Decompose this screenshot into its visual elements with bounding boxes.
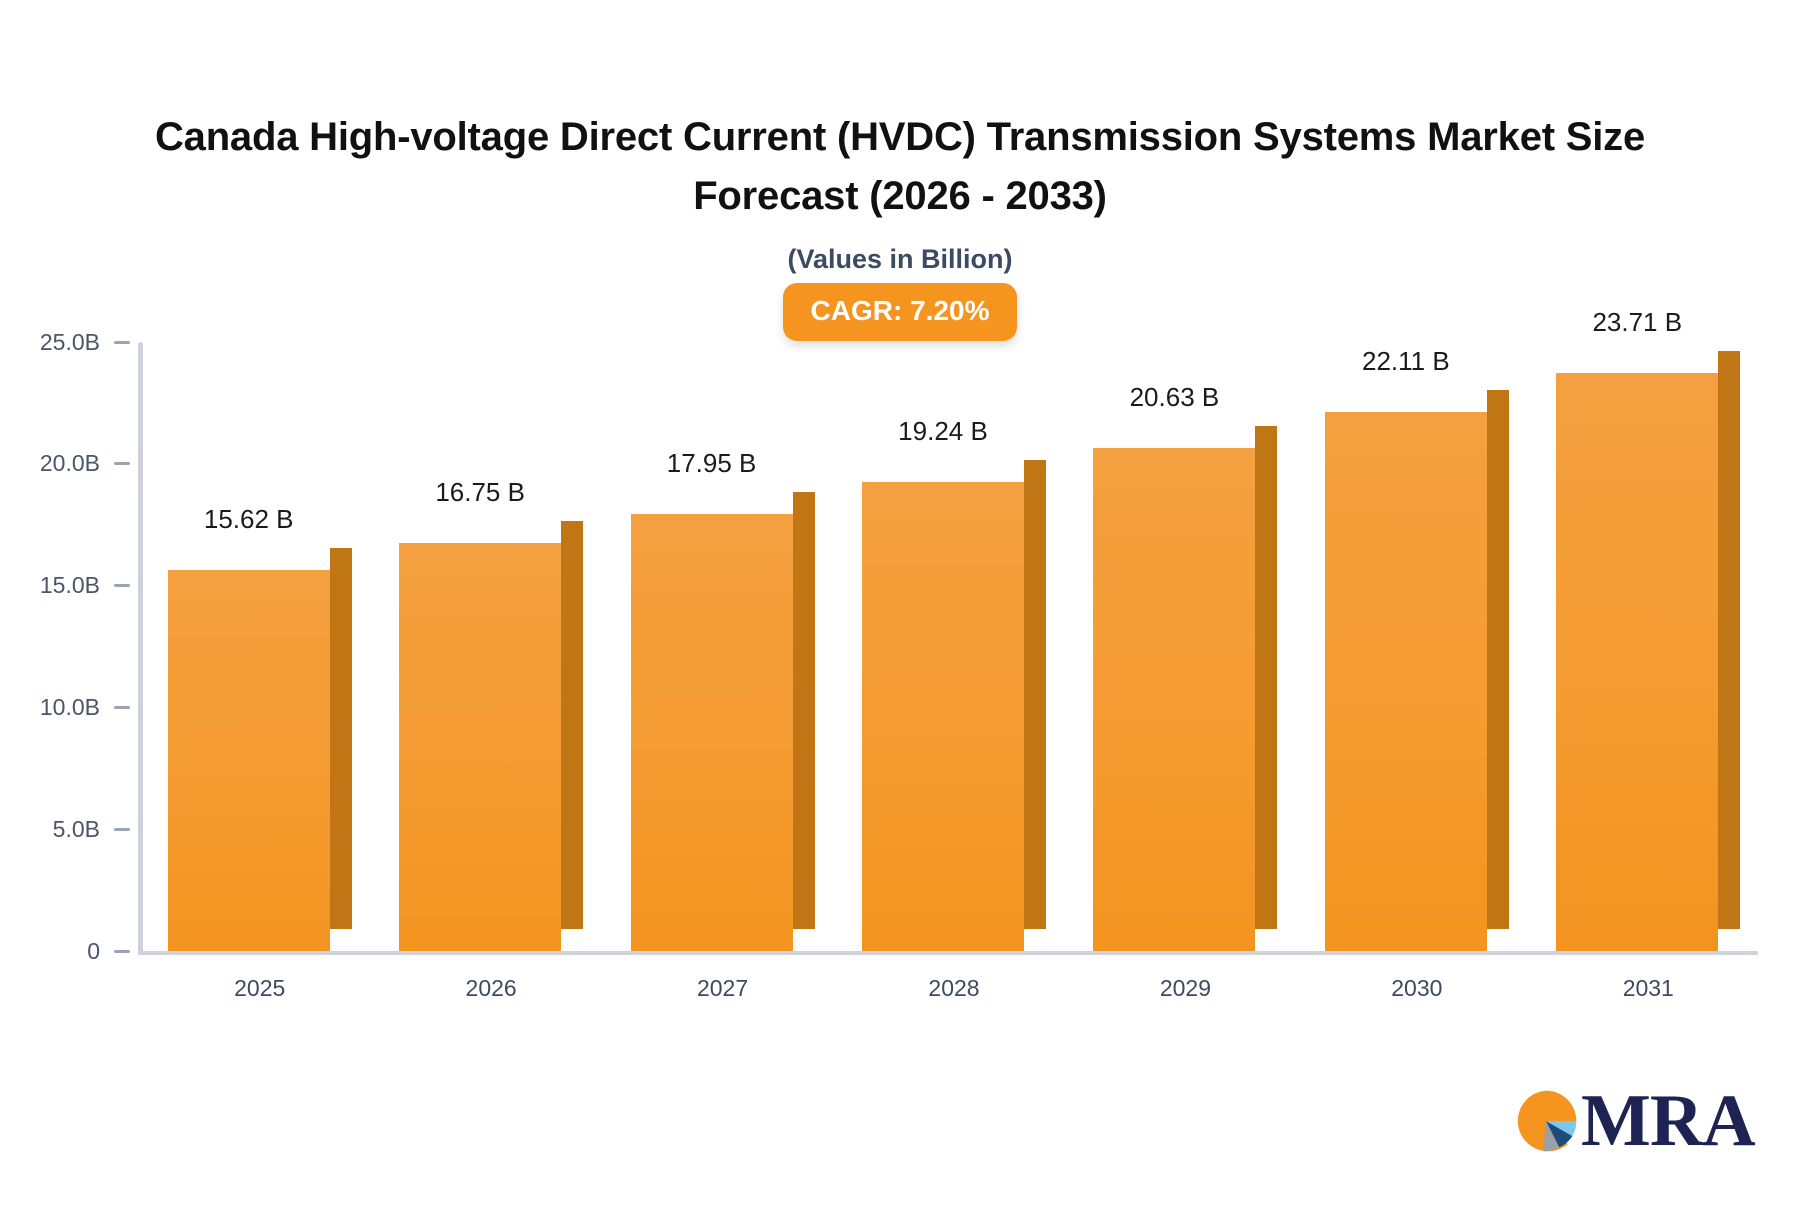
bar-front-face: [1556, 373, 1719, 951]
bar-front-face: [630, 513, 793, 951]
y-axis-tick: 10.0B: [0, 693, 130, 720]
bar-side-face: [1024, 460, 1046, 929]
y-axis-tick: 25.0B: [0, 328, 130, 355]
bar-value-label: 22.11 B: [1361, 346, 1450, 377]
bar-item[interactable]: [862, 460, 1046, 951]
bar-side-face: [792, 491, 815, 929]
x-axis-tick-label: 2026: [465, 975, 517, 1001]
bar-value-label: 19.24 B: [898, 416, 988, 447]
bar-item[interactable]: [630, 491, 815, 951]
x-axis-tick-label: 2028: [928, 975, 980, 1001]
y-axis-tick: 20.0B: [0, 450, 130, 477]
x-axis-line: [138, 951, 1758, 955]
bar-item[interactable]: [1093, 426, 1278, 951]
bar-front-face: [1324, 412, 1487, 951]
x-axis-tick-label: 2030: [1391, 975, 1443, 1001]
bar-item[interactable]: [399, 520, 584, 951]
bar-item[interactable]: [1556, 351, 1741, 951]
y-axis-tick-mark: [114, 462, 130, 466]
bar-side-face: [561, 520, 584, 929]
y-axis-tick-mark: [114, 340, 130, 344]
y-axis-tick-label: 20.0B: [39, 450, 100, 477]
y-axis-tick-mark: [114, 584, 130, 588]
bar-item[interactable]: [1324, 390, 1509, 951]
y-axis-tick: 0: [0, 937, 130, 964]
y-axis-tick-label: 5.0B: [52, 815, 100, 842]
bar-side-face: [329, 548, 352, 929]
y-axis-tick-mark: [114, 705, 130, 709]
x-axis-tick-label: 2025: [234, 975, 286, 1001]
bar-value-label: 17.95 B: [666, 447, 757, 478]
y-axis-tick-mark: [114, 827, 130, 831]
y-axis-tick-label: 15.0B: [39, 572, 100, 599]
y-axis-tick-label: 0: [87, 937, 100, 964]
cagr-badge: CAGR: 7.20%: [782, 283, 1018, 341]
y-axis-line: [138, 342, 143, 954]
bar-side-face: [1255, 426, 1278, 929]
bar-front-face: [1093, 448, 1256, 951]
pie-chart-logo-mark: [1517, 1090, 1577, 1152]
chart-header: Canada High-voltage Direct Current (HVDC…: [0, 0, 1800, 341]
x-axis-tick-label: 2031: [1622, 975, 1674, 1001]
bar-value-label: 20.63 B: [1129, 382, 1220, 413]
x-axis-tick-label: 2029: [1159, 975, 1211, 1001]
bar-value-label: 23.71 B: [1592, 307, 1683, 338]
bar-side-face: [1718, 351, 1741, 929]
bar-front-face: [399, 542, 562, 951]
brand-logo-text: MRA: [1581, 1080, 1756, 1162]
x-axis-tick-label: 2027: [696, 975, 749, 1001]
bar-front-face: [862, 482, 1024, 951]
bar-item[interactable]: [167, 548, 352, 951]
y-axis-tick: 5.0B: [0, 815, 130, 842]
bar-value-label: 16.75 B: [435, 476, 525, 507]
y-axis-tick-mark: [114, 949, 130, 953]
bar-value-label: 15.62 B: [203, 504, 294, 535]
y-axis-tick: 15.0B: [0, 572, 130, 599]
y-axis-tick-label: 10.0B: [39, 693, 100, 720]
brand-logo: MRA: [1513, 1080, 1756, 1162]
bar-side-face: [1486, 390, 1509, 929]
bar-front-face: [167, 570, 330, 951]
y-axis-tick-label: 25.0B: [39, 328, 100, 355]
chart-subtitle: (Values in Billion): [787, 244, 1013, 274]
page-title: Canada High-voltage Direct Current (HVDC…: [154, 115, 1646, 218]
